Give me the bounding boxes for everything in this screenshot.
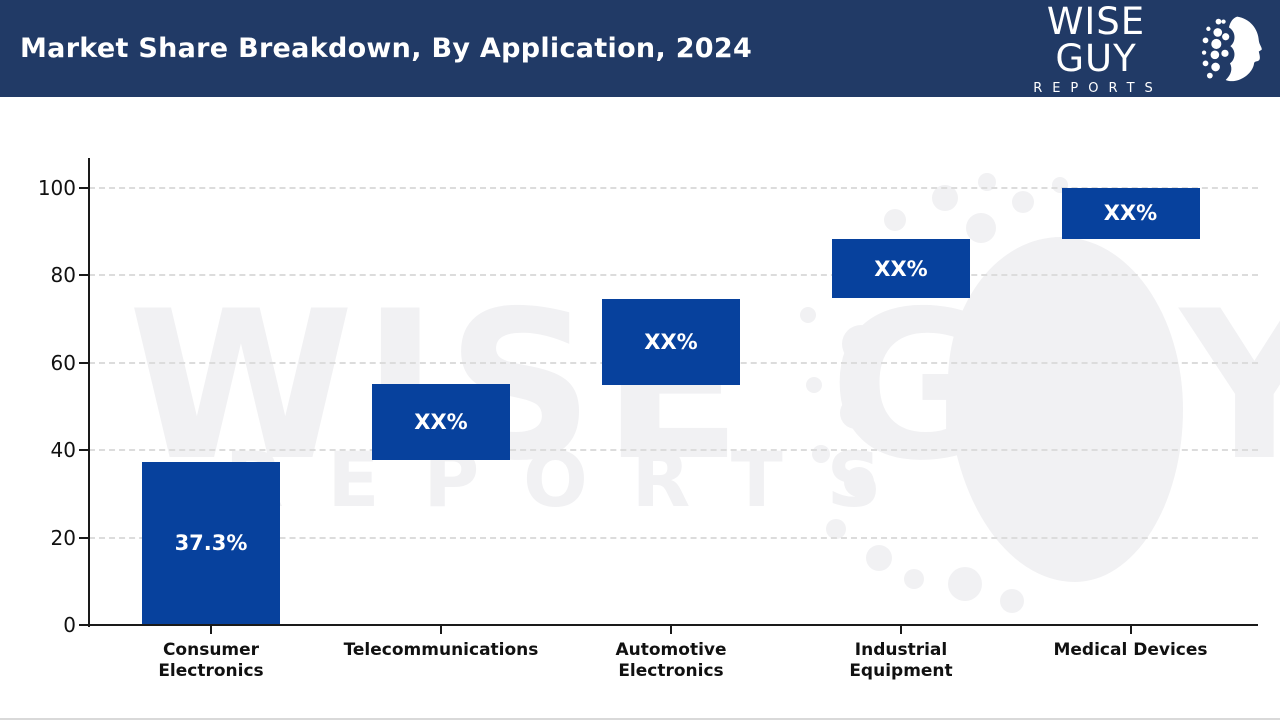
- logo-text: WISE GUY REPORTS: [1004, 3, 1188, 95]
- bar-industrial-equipment: XX%: [832, 239, 970, 299]
- y-tick-mark: [79, 361, 88, 364]
- bar-telecommunications: XX%: [372, 383, 510, 461]
- y-tick-mark: [79, 274, 88, 276]
- gridline-y80: [89, 274, 1258, 276]
- x-category-label: Medical Devices: [1053, 640, 1208, 660]
- y-tick-label: 0: [63, 613, 76, 637]
- y-tick-label: 100: [37, 175, 76, 200]
- y-tick-mark: [79, 624, 88, 626]
- x-tick-mark: [900, 625, 902, 634]
- page-title: Market Share Breakdown, By Application, …: [20, 33, 753, 64]
- bar-value-label: XX%: [414, 410, 468, 434]
- logo-reports-label: REPORTS: [1033, 81, 1163, 96]
- y-tick-mark: [79, 449, 88, 451]
- wise-guy-reports-logo: WISE GUY REPORTS: [1004, 3, 1266, 95]
- bar-automotive-electronics: XX%: [602, 299, 740, 385]
- bar-value-label: XX%: [644, 329, 698, 354]
- y-tick-label: 80: [50, 263, 76, 287]
- gridline-y40: [89, 449, 1258, 451]
- x-tick-mark: [670, 625, 672, 634]
- x-category-label: Automotive Electronics: [615, 640, 727, 681]
- y-tick-mark: [79, 186, 88, 189]
- bar-consumer-electronics: 37.3%: [142, 461, 280, 625]
- bar-medical-devices: XX%: [1061, 187, 1200, 240]
- logo-head-icon: [1201, 16, 1262, 82]
- gridline-y20: [89, 536, 1258, 539]
- logo-wiseguy-label: WISE GUY: [1046, 0, 1146, 80]
- bottom-border: [0, 718, 1280, 720]
- y-tick-label: 60: [50, 350, 76, 375]
- bar-value-label: XX%: [874, 256, 928, 281]
- x-tick-mark: [440, 625, 442, 634]
- x-category-label: Telecommunications: [343, 640, 539, 660]
- bar-value-label: XX%: [1103, 201, 1158, 226]
- header-bar: Market Share Breakdown, By Application, …: [0, 0, 1280, 97]
- x-axis-spine: [88, 624, 1258, 626]
- x-tick-mark: [1129, 625, 1132, 634]
- y-axis-spine: [88, 158, 90, 627]
- bar-value-label: 37.3%: [174, 531, 248, 556]
- x-category-label: Industrial Equipment: [849, 640, 953, 681]
- gridline-y100: [89, 186, 1258, 189]
- x-tick-mark: [210, 625, 212, 634]
- y-tick-label: 40: [50, 438, 76, 462]
- x-category-label: Consumer Electronics: [158, 640, 264, 681]
- y-tick-mark: [79, 536, 88, 539]
- y-tick-label: 20: [50, 525, 76, 550]
